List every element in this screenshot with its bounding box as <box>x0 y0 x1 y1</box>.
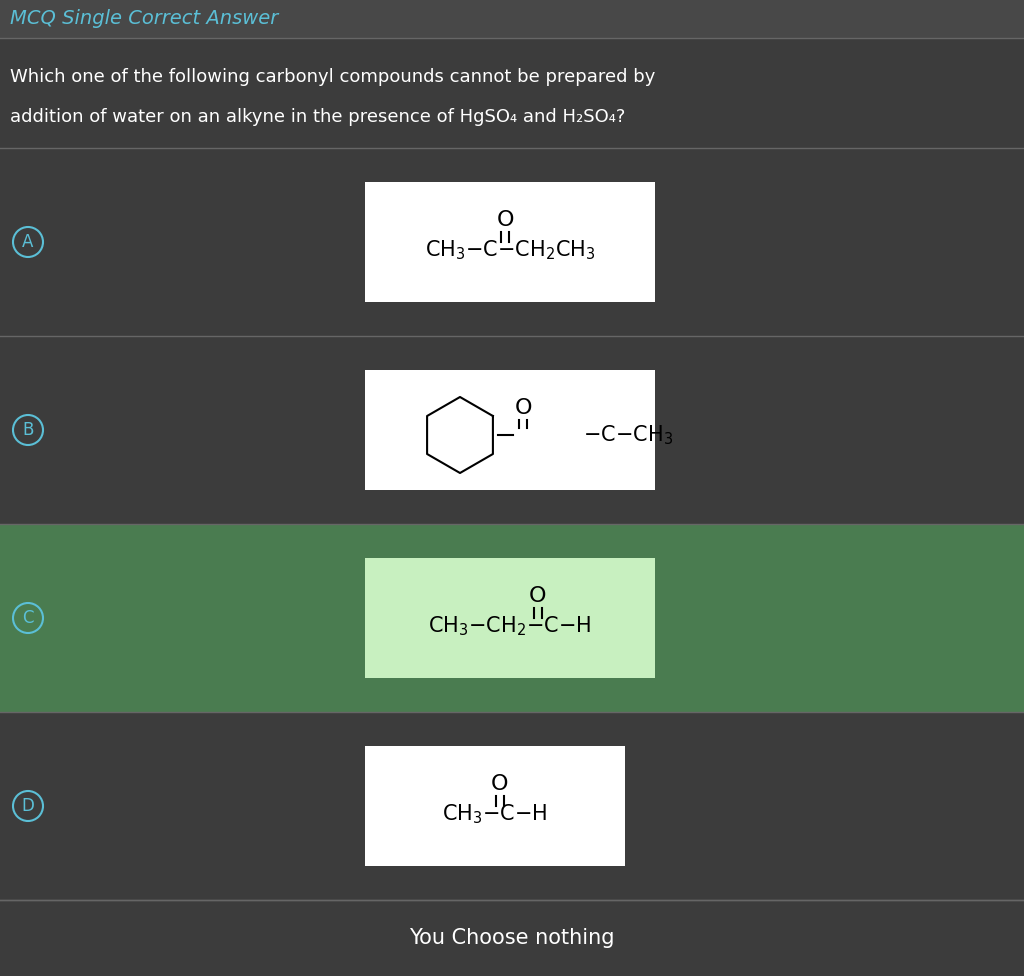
Text: MCQ Single Correct Answer: MCQ Single Correct Answer <box>10 10 279 28</box>
Bar <box>0 524 1024 712</box>
Bar <box>365 182 655 302</box>
Text: O: O <box>514 398 531 418</box>
Text: $\mathregular{CH_3}$−C−$\mathregular{CH_2CH_3}$: $\mathregular{CH_3}$−C−$\mathregular{CH_… <box>425 238 595 262</box>
Bar <box>0 712 1024 900</box>
Bar <box>0 148 1024 336</box>
Text: O: O <box>497 210 514 230</box>
Text: $\mathregular{CH_3}$−C−H: $\mathregular{CH_3}$−C−H <box>442 802 548 826</box>
Text: C: C <box>23 609 34 627</box>
Bar <box>0 0 1024 38</box>
Text: Which one of the following carbonyl compounds cannot be prepared by: Which one of the following carbonyl comp… <box>10 67 655 86</box>
Text: B: B <box>23 421 34 439</box>
Bar <box>365 558 655 678</box>
Text: $\mathregular{CH_3}$−$\mathregular{CH_2}$−C−H: $\mathregular{CH_3}$−$\mathregular{CH_2}… <box>428 614 592 637</box>
Text: O: O <box>492 774 509 794</box>
Text: D: D <box>22 797 35 815</box>
Text: addition of water on an alkyne in the presence of HgSO₄ and H₂SO₄?: addition of water on an alkyne in the pr… <box>10 108 626 126</box>
Text: A: A <box>23 233 34 251</box>
Text: You Choose nothing: You Choose nothing <box>410 928 614 948</box>
Bar <box>365 370 655 490</box>
Bar <box>0 336 1024 524</box>
Text: −C−$\mathregular{CH_3}$: −C−$\mathregular{CH_3}$ <box>583 424 673 447</box>
Bar <box>0 900 1024 976</box>
Text: O: O <box>529 586 547 606</box>
Bar <box>365 746 625 866</box>
Bar <box>0 38 1024 148</box>
